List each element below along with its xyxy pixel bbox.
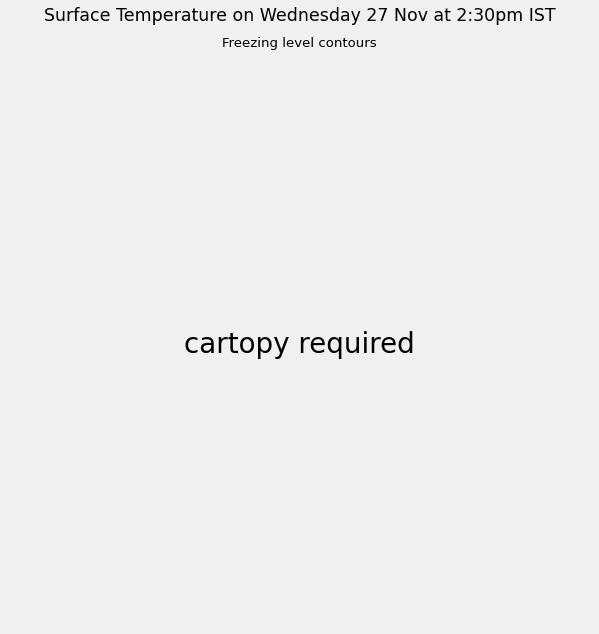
Text: cartopy required: cartopy required xyxy=(184,331,415,359)
Text: Surface Temperature on Wednesday 27 Nov at 2:30pm IST: Surface Temperature on Wednesday 27 Nov … xyxy=(44,6,555,25)
Text: Freezing level contours: Freezing level contours xyxy=(222,37,377,50)
